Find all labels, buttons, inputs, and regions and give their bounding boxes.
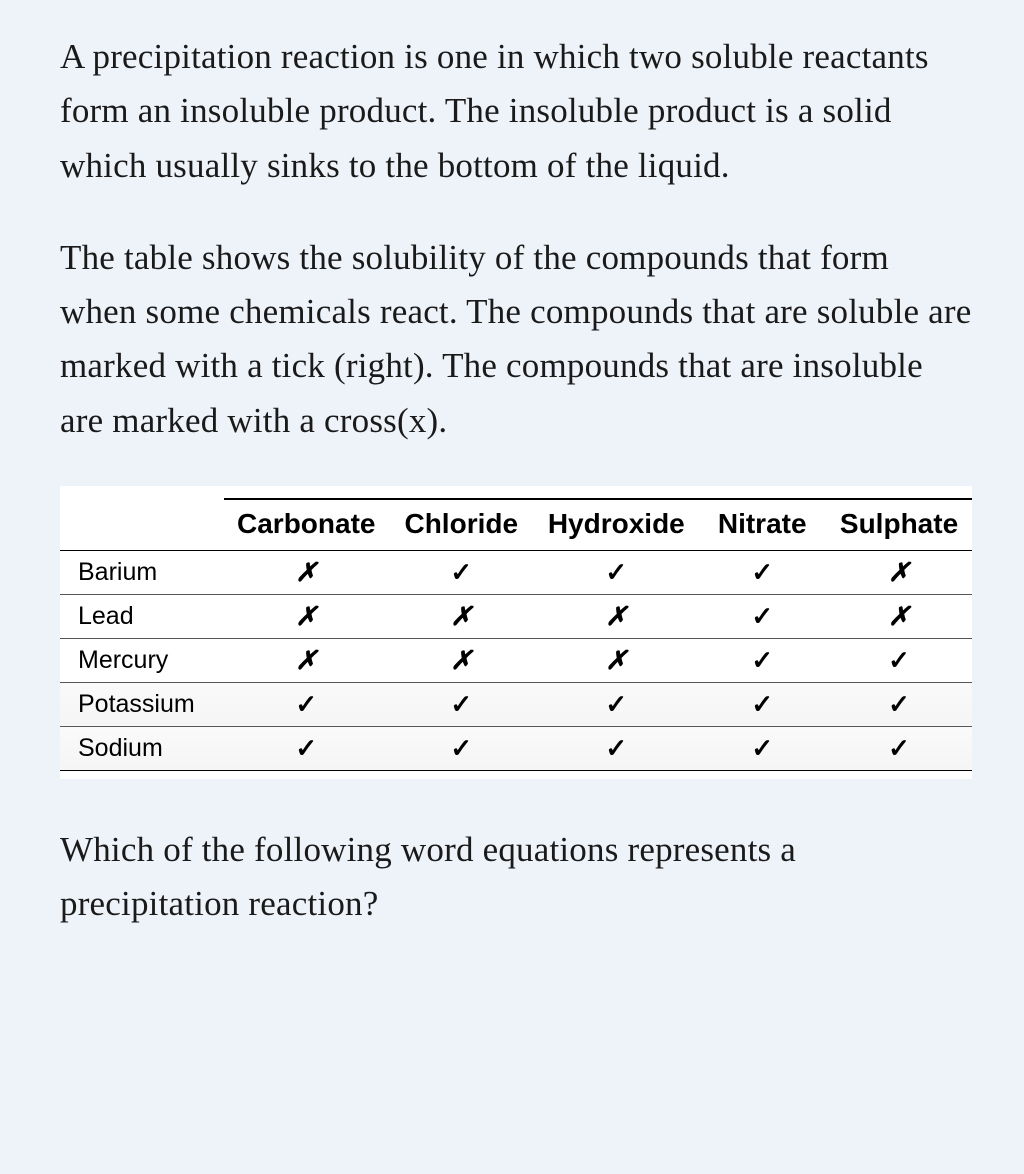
row-label: Mercury <box>60 638 224 682</box>
tick-icon: ✓ <box>295 689 317 719</box>
row-label: Potassium <box>60 682 224 726</box>
solubility-cell: ✗ <box>534 594 698 638</box>
solubility-cell: ✓ <box>698 726 826 770</box>
tick-icon: ✓ <box>751 733 773 763</box>
table-header-sulphate: Sulphate <box>826 499 972 551</box>
tick-icon: ✓ <box>450 557 472 587</box>
tick-icon: ✓ <box>751 557 773 587</box>
table-row: Potassium ✓ ✓ ✓ ✓ ✓ <box>60 682 972 726</box>
tick-icon: ✓ <box>605 733 627 763</box>
solubility-cell: ✗ <box>224 550 388 594</box>
solubility-cell: ✓ <box>534 726 698 770</box>
intro-paragraph-1: A precipitation reaction is one in which… <box>60 30 972 193</box>
cross-icon: ✗ <box>450 601 472 631</box>
table-row: Sodium ✓ ✓ ✓ ✓ ✓ <box>60 726 972 770</box>
cross-icon: ✗ <box>888 601 910 631</box>
tick-icon: ✓ <box>751 689 773 719</box>
tick-icon: ✓ <box>888 689 910 719</box>
cross-icon: ✗ <box>295 557 317 587</box>
solubility-cell: ✓ <box>826 682 972 726</box>
tick-icon: ✓ <box>450 733 472 763</box>
tick-icon: ✓ <box>751 645 773 675</box>
solubility-cell: ✓ <box>224 682 388 726</box>
cross-icon: ✗ <box>605 601 627 631</box>
tick-icon: ✓ <box>888 645 910 675</box>
solubility-cell: ✓ <box>224 726 388 770</box>
solubility-cell: ✓ <box>388 550 534 594</box>
solubility-cell: ✓ <box>534 550 698 594</box>
row-label: Barium <box>60 550 224 594</box>
solubility-cell: ✓ <box>698 594 826 638</box>
question-text: Which of the following word equations re… <box>60 823 972 932</box>
solubility-table: CarbonateChlorideHydroxideNitrateSulphat… <box>60 498 972 771</box>
solubility-cell: ✓ <box>534 682 698 726</box>
cross-icon: ✗ <box>888 557 910 587</box>
row-label: Lead <box>60 594 224 638</box>
tick-icon: ✓ <box>751 601 773 631</box>
table-row: Lead ✗ ✗ ✗ ✓ ✗ <box>60 594 972 638</box>
tick-icon: ✓ <box>888 733 910 763</box>
solubility-table-wrapper: CarbonateChlorideHydroxideNitrateSulphat… <box>60 486 972 779</box>
tick-icon: ✓ <box>605 557 627 587</box>
solubility-cell: ✗ <box>388 638 534 682</box>
table-header-carbonate: Carbonate <box>224 499 388 551</box>
table-row: Mercury ✗ ✗ ✗ ✓ ✓ <box>60 638 972 682</box>
cross-icon: ✗ <box>295 645 317 675</box>
solubility-cell: ✓ <box>826 726 972 770</box>
solubility-cell: ✓ <box>826 638 972 682</box>
tick-icon: ✓ <box>295 733 317 763</box>
intro-paragraph-2: The table shows the solubility of the co… <box>60 231 972 448</box>
table-row: Barium ✗ ✓ ✓ ✓ ✗ <box>60 550 972 594</box>
table-header-row: CarbonateChlorideHydroxideNitrateSulphat… <box>60 499 972 551</box>
table-header-hydroxide: Hydroxide <box>534 499 698 551</box>
tick-icon: ✓ <box>450 689 472 719</box>
row-label: Sodium <box>60 726 224 770</box>
solubility-cell: ✗ <box>388 594 534 638</box>
cross-icon: ✗ <box>295 601 317 631</box>
solubility-cell: ✗ <box>534 638 698 682</box>
solubility-cell: ✓ <box>698 638 826 682</box>
cross-icon: ✗ <box>450 645 472 675</box>
solubility-cell: ✗ <box>224 594 388 638</box>
solubility-cell: ✓ <box>388 726 534 770</box>
solubility-cell: ✓ <box>698 682 826 726</box>
solubility-cell: ✗ <box>826 594 972 638</box>
table-body: Barium✗✓✓✓✗Lead✗✗✗✓✗Mercury✗✗✗✓✓Potassiu… <box>60 550 972 770</box>
solubility-cell: ✗ <box>224 638 388 682</box>
tick-icon: ✓ <box>605 689 627 719</box>
cross-icon: ✗ <box>605 645 627 675</box>
solubility-cell: ✓ <box>388 682 534 726</box>
solubility-cell: ✗ <box>826 550 972 594</box>
table-header-blank <box>60 499 224 551</box>
table-header-nitrate: Nitrate <box>698 499 826 551</box>
table-header-chloride: Chloride <box>388 499 534 551</box>
solubility-cell: ✓ <box>698 550 826 594</box>
